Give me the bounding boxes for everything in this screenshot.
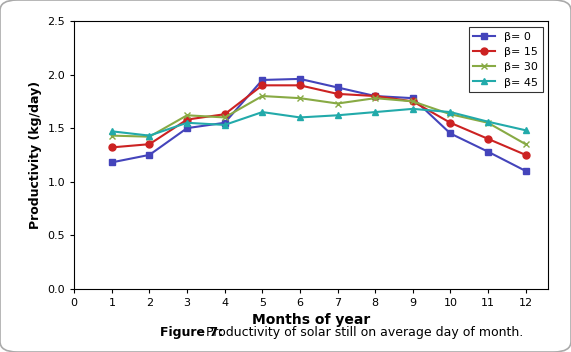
β= 15 <box>108 145 115 150</box>
β= 30 <box>184 113 191 118</box>
β= 45 <box>259 110 266 114</box>
Line: β= 15: β= 15 <box>108 82 529 158</box>
Line: β= 30: β= 30 <box>108 93 529 147</box>
β= 45 <box>447 110 454 114</box>
β= 15 <box>334 92 341 96</box>
β= 0 <box>372 94 379 98</box>
β= 45 <box>485 120 492 124</box>
β= 30 <box>372 96 379 100</box>
β= 0 <box>447 131 454 136</box>
β= 15 <box>409 99 416 103</box>
Line: β= 45: β= 45 <box>108 105 529 139</box>
β= 45 <box>334 113 341 118</box>
β= 45 <box>108 129 115 133</box>
β= 0 <box>221 121 228 125</box>
β= 30 <box>221 115 228 120</box>
Text: Figure 7:: Figure 7: <box>160 326 223 339</box>
β= 0 <box>146 153 153 157</box>
β= 30 <box>409 99 416 103</box>
β= 0 <box>259 78 266 82</box>
β= 45 <box>296 115 303 120</box>
Text: Productivity of solar still on average day of month.: Productivity of solar still on average d… <box>202 326 523 339</box>
β= 15 <box>372 94 379 98</box>
β= 45 <box>184 121 191 125</box>
β= 45 <box>372 110 379 114</box>
β= 15 <box>447 121 454 125</box>
β= 30 <box>296 96 303 100</box>
β= 0 <box>108 160 115 164</box>
β= 15 <box>221 112 228 116</box>
β= 45 <box>409 107 416 111</box>
β= 0 <box>409 96 416 100</box>
β= 15 <box>259 83 266 87</box>
β= 0 <box>184 126 191 130</box>
β= 15 <box>485 137 492 141</box>
X-axis label: Months of year: Months of year <box>252 313 371 327</box>
β= 45 <box>221 123 228 127</box>
β= 45 <box>522 128 529 132</box>
Y-axis label: Productivity (kg/day): Productivity (kg/day) <box>29 81 42 229</box>
β= 15 <box>522 153 529 157</box>
β= 0 <box>334 85 341 89</box>
β= 30 <box>146 134 153 139</box>
β= 0 <box>296 77 303 81</box>
β= 30 <box>447 112 454 116</box>
β= 30 <box>485 121 492 125</box>
β= 15 <box>184 118 191 122</box>
β= 0 <box>522 169 529 173</box>
β= 15 <box>296 83 303 87</box>
β= 15 <box>146 142 153 146</box>
Legend: β= 0, β= 15, β= 30, β= 45: β= 0, β= 15, β= 30, β= 45 <box>469 27 542 92</box>
β= 45 <box>146 133 153 138</box>
Line: β= 0: β= 0 <box>108 75 529 174</box>
β= 30 <box>108 133 115 138</box>
β= 30 <box>522 142 529 146</box>
β= 0 <box>485 150 492 154</box>
β= 30 <box>259 94 266 98</box>
β= 30 <box>334 101 341 106</box>
